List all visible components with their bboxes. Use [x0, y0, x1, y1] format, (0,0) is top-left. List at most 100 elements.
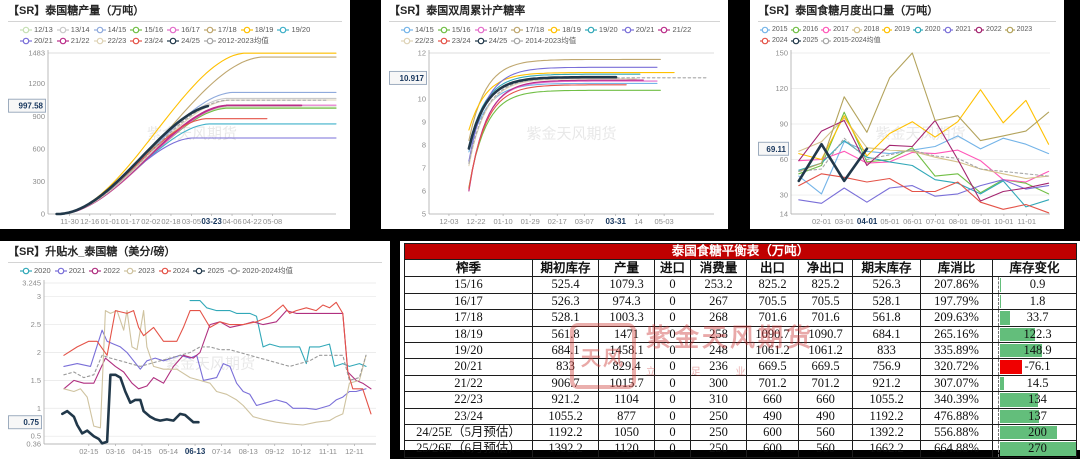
legend-marker-icon	[93, 26, 106, 33]
legend-item[interactable]: 2012-2023均值	[203, 35, 269, 46]
legend-label: 24/25	[488, 36, 508, 45]
chart-premium-thai-sugar: 【SR】升贴水_泰国糖（美分/磅） 2020 2021 2022 2023 2024 20…	[0, 241, 390, 459]
legend-item[interactable]: 16/17	[167, 24, 200, 35]
svg-text:01-10: 01-10	[494, 217, 513, 226]
svg-text:2: 2	[37, 348, 41, 357]
legend-item[interactable]: 2022	[974, 24, 1002, 35]
legend-label: 2025	[802, 37, 819, 44]
legend-item[interactable]: 23/24	[437, 35, 471, 46]
legend-item[interactable]: 18/19	[240, 24, 273, 35]
value-cell: 560	[798, 440, 853, 458]
legend-item[interactable]: 2015-2024均值	[821, 35, 881, 46]
legend-marker-icon	[56, 37, 69, 44]
legend-item[interactable]: 2024	[760, 35, 788, 46]
legend-item[interactable]: 2020	[20, 265, 51, 276]
legend-label: 17/18	[525, 25, 545, 34]
legend-label: 21/22	[672, 25, 692, 34]
table-row: 17/18 528.1 1003.3 0 268 701.6 701.6 561.8 209.6…	[404, 309, 1078, 327]
legend-item[interactable]: 2017	[821, 24, 849, 35]
legend-item[interactable]: 17/18	[203, 24, 237, 35]
legend-label: 2024	[772, 37, 788, 44]
value-cell: 490	[746, 407, 799, 426]
legend-item[interactable]: 2025	[193, 265, 224, 276]
value-cell: 1192.2	[852, 407, 921, 426]
legend-label: 2019	[894, 26, 910, 33]
legend-item[interactable]: 2025	[790, 35, 819, 46]
legend-item[interactable]: 2021	[943, 24, 971, 35]
legend-item[interactable]: 2022	[89, 265, 120, 276]
stock-change-cell: 137	[991, 407, 1078, 426]
legend-item[interactable]: 2018	[851, 24, 879, 35]
legend-item[interactable]: 2023	[1004, 24, 1032, 35]
legend-marker-icon	[54, 267, 67, 274]
column-header: 净出口	[798, 259, 853, 278]
legend-item[interactable]: 19/20	[584, 24, 618, 35]
legend-item[interactable]: 2015	[760, 24, 788, 35]
table-title: 泰国食糖平衡表（万吨）	[403, 242, 1078, 261]
legend-item[interactable]: 22/23	[401, 35, 434, 46]
legend-item[interactable]: 18/19	[548, 24, 581, 35]
legend-label: 15/16	[144, 25, 164, 34]
legend-item[interactable]: 2024	[158, 265, 189, 276]
value-cell: 528.1	[852, 292, 921, 311]
legend-item[interactable]: 2016	[790, 24, 818, 35]
legend-marker-icon	[277, 26, 290, 33]
legend-item[interactable]: 16/17	[474, 24, 507, 35]
legend-item[interactable]: 2020	[912, 24, 940, 35]
legend-item[interactable]: 2019	[882, 24, 910, 35]
svg-text:600: 600	[32, 144, 45, 153]
legend-item[interactable]: 13/14	[56, 24, 90, 35]
legend-item[interactable]: 24/25	[167, 35, 200, 46]
legend-item[interactable]: 20/21	[20, 35, 53, 46]
positive-data-bar	[1000, 311, 1010, 325]
legend-item[interactable]: 12/13	[20, 24, 53, 35]
stock-change-value: 134	[1028, 392, 1047, 407]
legend-item[interactable]: 14/15	[93, 24, 126, 35]
legend-label: 2020	[34, 266, 51, 275]
legend-item[interactable]: 2014-2023均值	[511, 35, 576, 46]
svg-text:10: 10	[418, 95, 426, 104]
legend-item[interactable]: 19/20	[277, 24, 310, 35]
balance-sheet-panel: 泰国食糖平衡表（万吨） 榨季 期初库存 产量 进口 消费量 出口 净出口 期末库存 库消比 库存变…	[400, 241, 1080, 458]
legend-item[interactable]: 2020-2024均值	[228, 265, 293, 276]
legend-item[interactable]: 14/15	[401, 24, 434, 35]
legend-marker-icon	[511, 26, 524, 33]
value-cell: 561.8	[852, 309, 921, 327]
svg-text:1: 1	[37, 404, 41, 413]
legend-item[interactable]: 24/25	[474, 35, 508, 46]
svg-text:07-01: 07-01	[926, 217, 945, 226]
svg-text:紫金天风期货: 紫金天风期货	[526, 126, 616, 143]
value-cell: 756.9	[852, 358, 921, 376]
table-row: 15/16 525.4 1079.3 0 253.2 825.2 825.2 526.3 207…	[404, 276, 1078, 294]
legend-label: 19/20	[598, 25, 618, 34]
legend-label: 2014-2023均值	[525, 36, 577, 45]
legend-item[interactable]: 21/22	[658, 24, 691, 35]
legend-item[interactable]: 20/21	[621, 24, 654, 35]
legend-item[interactable]: 23/24	[130, 35, 163, 46]
value-cell: 310	[690, 391, 747, 409]
legend-item[interactable]: 15/16	[130, 24, 163, 35]
svg-text:11-30: 11-30	[60, 217, 79, 226]
legend-item[interactable]: 22/23	[93, 35, 126, 46]
legend-marker-icon	[511, 37, 524, 44]
svg-text:11-11: 11-11	[319, 447, 337, 456]
legend-label: 19/20	[291, 25, 311, 34]
value-cell: 1055.2	[852, 391, 921, 409]
legend-item[interactable]: 15/16	[437, 24, 471, 35]
svg-text:7: 7	[422, 164, 426, 173]
legend-item[interactable]: 2023	[124, 265, 155, 276]
value-cell: 600	[746, 440, 799, 458]
svg-text:11-01: 11-01	[1017, 217, 1036, 226]
svg-text:3: 3	[37, 292, 41, 301]
svg-text:30: 30	[780, 191, 788, 200]
svg-text:06-01: 06-01	[903, 217, 922, 226]
value-cell: 476.88%	[920, 407, 993, 426]
legend-item[interactable]: 21/22	[56, 35, 90, 46]
premium-chart-plot: 0.360.5 1 1.5 2 2.5 3 3.245 02-15 03-16 04-15 05-1…	[8, 279, 376, 456]
season-cell: 15/16	[404, 276, 533, 294]
value-cell: 561.8	[532, 325, 599, 344]
value-cell: 250	[690, 424, 747, 442]
legend-item[interactable]: 17/18	[511, 24, 544, 35]
legend-item[interactable]: 2021	[54, 265, 85, 276]
